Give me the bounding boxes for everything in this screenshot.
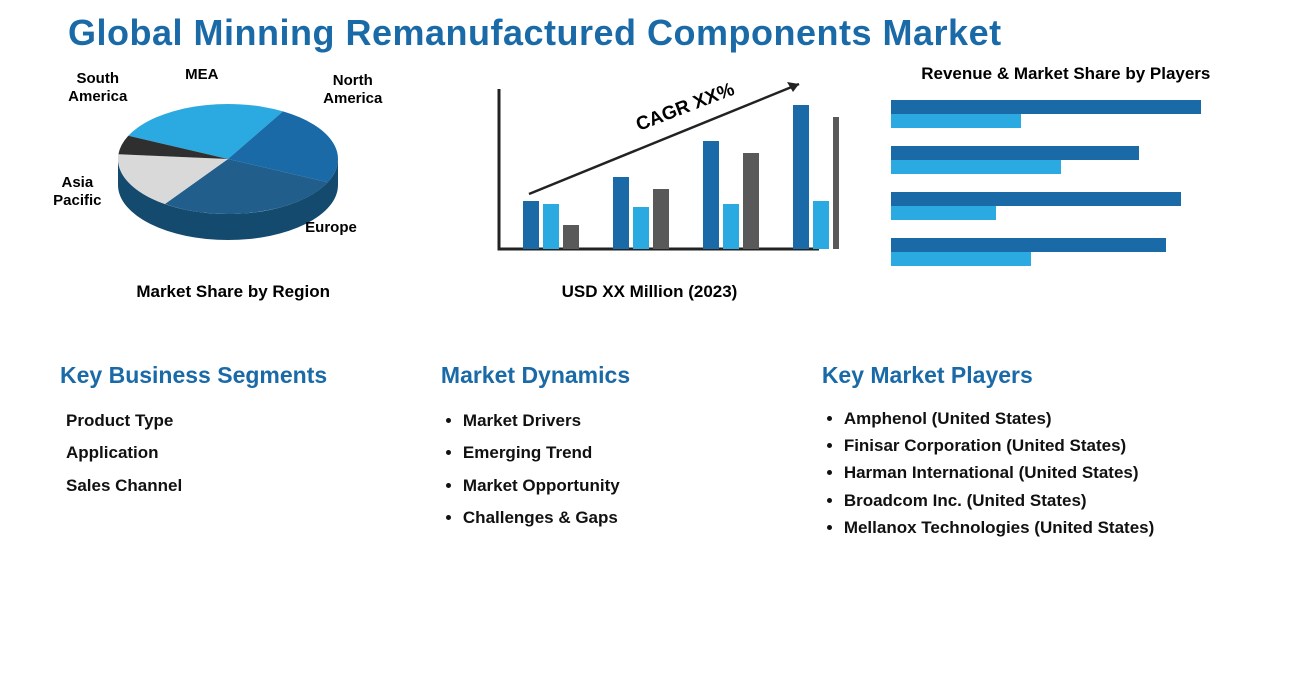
list-item: Mellanox Technologies (United States) bbox=[844, 514, 1239, 541]
list-item: Challenges & Gaps bbox=[463, 502, 762, 534]
hbar bbox=[891, 206, 996, 220]
bar-chart: CAGR XX% bbox=[459, 64, 839, 274]
hbar bbox=[891, 160, 1061, 174]
bar bbox=[653, 189, 669, 249]
list-item: Finisar Corporation (United States) bbox=[844, 432, 1239, 459]
bar bbox=[703, 141, 719, 249]
hbar-caption: Revenue & Market Share by Players bbox=[921, 64, 1210, 84]
list-item: Sales Channel bbox=[66, 470, 381, 502]
pie-label-mea: MEA bbox=[185, 66, 218, 84]
list-item: Broadcom Inc. (United States) bbox=[844, 487, 1239, 514]
list-item: Application bbox=[66, 437, 381, 469]
players-list: Amphenol (United States)Finisar Corporat… bbox=[822, 405, 1239, 541]
dynamics-list: Market DriversEmerging TrendMarket Oppor… bbox=[441, 405, 762, 534]
hbar bbox=[891, 114, 1021, 128]
list-item: Harman International (United States) bbox=[844, 459, 1239, 486]
hbar bbox=[891, 238, 1166, 252]
hbar-chart-block: Revenue & Market Share by Players bbox=[873, 64, 1259, 302]
segments-list: Product TypeApplicationSales Channel bbox=[60, 405, 381, 502]
list-item: Emerging Trend bbox=[463, 437, 762, 469]
list-item: Market Drivers bbox=[463, 405, 762, 437]
lists-row: Key Business Segments Product TypeApplic… bbox=[40, 362, 1259, 541]
pie-chart: NorthAmerica Europe AsiaPacific SouthAme… bbox=[53, 64, 413, 274]
bar bbox=[813, 201, 829, 249]
bar bbox=[833, 117, 839, 249]
list-item: Market Opportunity bbox=[463, 470, 762, 502]
cagr-label: CAGR XX% bbox=[634, 79, 738, 136]
bar bbox=[793, 105, 809, 249]
dynamics-block: Market Dynamics Market DriversEmerging T… bbox=[441, 362, 762, 541]
players-heading: Key Market Players bbox=[822, 362, 1239, 389]
dynamics-heading: Market Dynamics bbox=[441, 362, 762, 389]
segments-block: Key Business Segments Product TypeApplic… bbox=[60, 362, 381, 541]
players-block: Key Market Players Amphenol (United Stat… bbox=[822, 362, 1239, 541]
list-item: Amphenol (United States) bbox=[844, 405, 1239, 432]
pie-chart-block: NorthAmerica Europe AsiaPacific SouthAme… bbox=[40, 64, 426, 302]
hbar bbox=[891, 252, 1031, 266]
bar bbox=[543, 204, 559, 249]
pie-label-ap: AsiaPacific bbox=[53, 174, 101, 210]
bar-caption: USD XX Million (2023) bbox=[562, 282, 738, 302]
pie-label-sa: SouthAmerica bbox=[68, 70, 127, 106]
bar bbox=[613, 177, 629, 249]
pie-caption: Market Share by Region bbox=[136, 282, 330, 302]
hbar bbox=[891, 146, 1139, 160]
bar bbox=[743, 153, 759, 249]
pie-label-na: NorthAmerica bbox=[323, 72, 382, 108]
hbar-chart bbox=[881, 90, 1251, 285]
pie-label-eu: Europe bbox=[305, 219, 357, 237]
page-title: Global Minning Remanufactured Components… bbox=[68, 12, 1259, 54]
bar-chart-block: CAGR XX% USD XX Million (2023) bbox=[456, 64, 842, 302]
bar bbox=[633, 207, 649, 249]
hbar bbox=[891, 100, 1201, 114]
bar bbox=[563, 225, 579, 249]
charts-row: NorthAmerica Europe AsiaPacific SouthAme… bbox=[40, 64, 1259, 302]
list-item: Product Type bbox=[66, 405, 381, 437]
segments-heading: Key Business Segments bbox=[60, 362, 381, 389]
bar bbox=[523, 201, 539, 249]
hbar bbox=[891, 192, 1181, 206]
bar bbox=[723, 204, 739, 249]
